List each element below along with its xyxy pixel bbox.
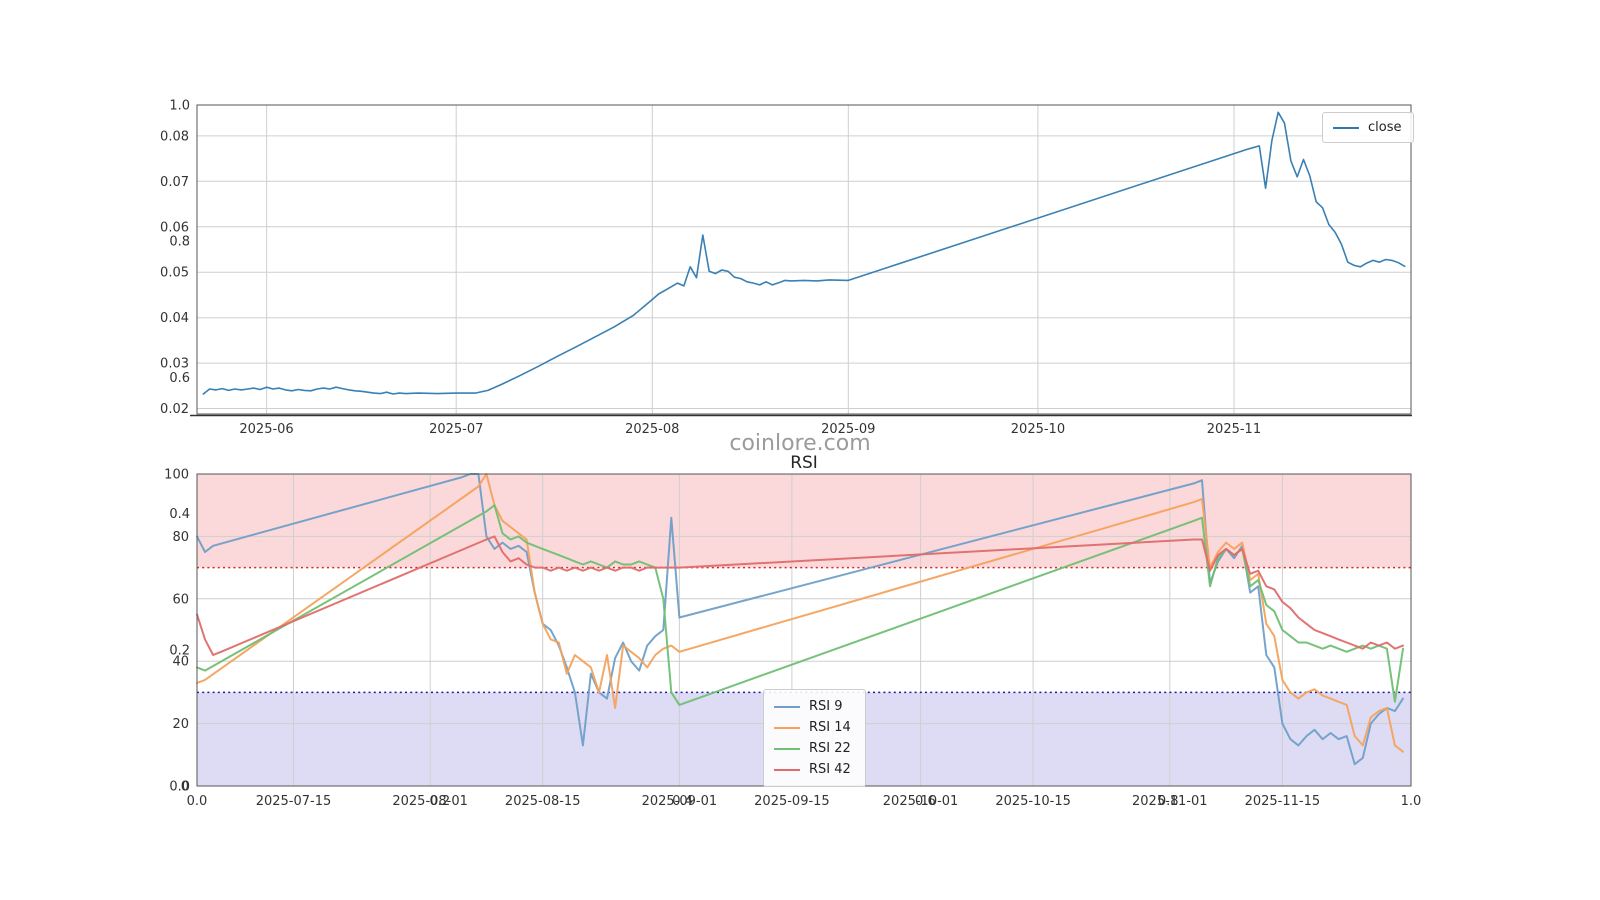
tick-label: 0.05 <box>160 266 189 281</box>
tick-label: 2025-11-15 <box>1245 794 1321 809</box>
tick-label: 2025-10-15 <box>995 794 1071 809</box>
tick-label: 80 <box>172 530 189 545</box>
tick-label: 2025-11 <box>1207 422 1261 437</box>
overlay-xtick-label: 0.2 <box>429 794 450 809</box>
tick-label: 60 <box>172 592 189 607</box>
legend-label: RSI 14 <box>809 720 851 735</box>
overlay-ytick-label: 0.4 <box>169 507 190 522</box>
overlay-axis: 1.0 0.8 0.6 0.4 0.2 0.00.0 0.2 0.4 0.6 0.8 1.0 <box>169 99 1421 810</box>
legend-label: close <box>1368 120 1402 135</box>
series-rsi-42 <box>196 535 1404 656</box>
legend-line-icon <box>774 768 800 771</box>
legend-label: RSI 42 <box>809 762 851 777</box>
legend-item-rsi-42: RSI 42 <box>774 759 851 780</box>
series-rsi-22 <box>196 504 1404 706</box>
legend-label: RSI 9 <box>809 699 843 714</box>
price-chart: 0.02 0.03 0.04 0.05 0.06 0.07 0.08 2025-06 2025-… <box>160 104 1412 437</box>
legend-item-rsi-9: RSI 9 <box>774 696 851 717</box>
tick-label: 2025-08 <box>625 422 679 437</box>
legend-line-icon <box>774 705 800 708</box>
legend-line-icon <box>774 726 800 729</box>
overlay-xtick-label: 0.6 <box>915 794 936 809</box>
tick-label: 0.03 <box>160 357 189 372</box>
tick-label: 2025-10 <box>1011 422 1065 437</box>
series-rsi-14 <box>196 473 1404 753</box>
tick-label: 2025-11-01 <box>1132 794 1208 809</box>
tick-label: 40 <box>172 655 189 670</box>
overlay-ytick-label: 1.0 <box>169 99 190 114</box>
tick-label: 20 <box>172 717 189 732</box>
tick-label: 2025-08-01 <box>392 794 468 809</box>
overlay-ytick-label: 0.6 <box>169 371 190 386</box>
series-rsi-9 <box>196 473 1404 766</box>
tick-label: 2025-09-01 <box>642 794 718 809</box>
tick-label: 2025-09-15 <box>754 794 830 809</box>
tick-label: 2025-08-15 <box>505 794 581 809</box>
overlay-ytick-label: 0.0 <box>169 780 190 795</box>
tick-label: 2025-10-01 <box>883 794 959 809</box>
legend-label: RSI 22 <box>809 741 851 756</box>
overlay-xtick-label: 0.8 <box>1158 794 1179 809</box>
legend-item-rsi-14: RSI 14 <box>774 717 851 738</box>
tick-label: 2025-09 <box>821 422 875 437</box>
series-close <box>202 111 1406 395</box>
tick-label: 0.02 <box>160 402 189 417</box>
price-axes-frame <box>196 104 1412 415</box>
overlay-xtick-label: 0.4 <box>672 794 693 809</box>
rsi-legend: RSI 9 RSI 14 RSI 22 RSI 42 <box>763 689 866 787</box>
legend-item-close: close <box>1333 117 1401 138</box>
tick-label: 2025-07-15 <box>256 794 332 809</box>
tick-label: 0.08 <box>160 129 189 144</box>
tick-label: 100 <box>164 468 189 483</box>
tick-label: 0 <box>181 780 189 795</box>
overlay-xtick-label: 0.0 <box>187 794 208 809</box>
overlay-xtick-label: 1.0 <box>1401 794 1422 809</box>
tick-label: 2025-06 <box>239 422 293 437</box>
tick-label: 0.06 <box>160 220 189 235</box>
legend-item-rsi-22: RSI 22 <box>774 738 851 759</box>
overlay-ytick-label: 0.8 <box>169 235 190 250</box>
legend-line-icon <box>1333 126 1359 129</box>
legend-line-icon <box>774 747 800 750</box>
tick-label: 0.04 <box>160 311 189 326</box>
overlay-ytick-label: 0.2 <box>169 643 190 658</box>
price-legend: close <box>1322 112 1415 143</box>
tick-label: 0.07 <box>160 175 189 190</box>
tick-label: 2025-07 <box>429 422 483 437</box>
